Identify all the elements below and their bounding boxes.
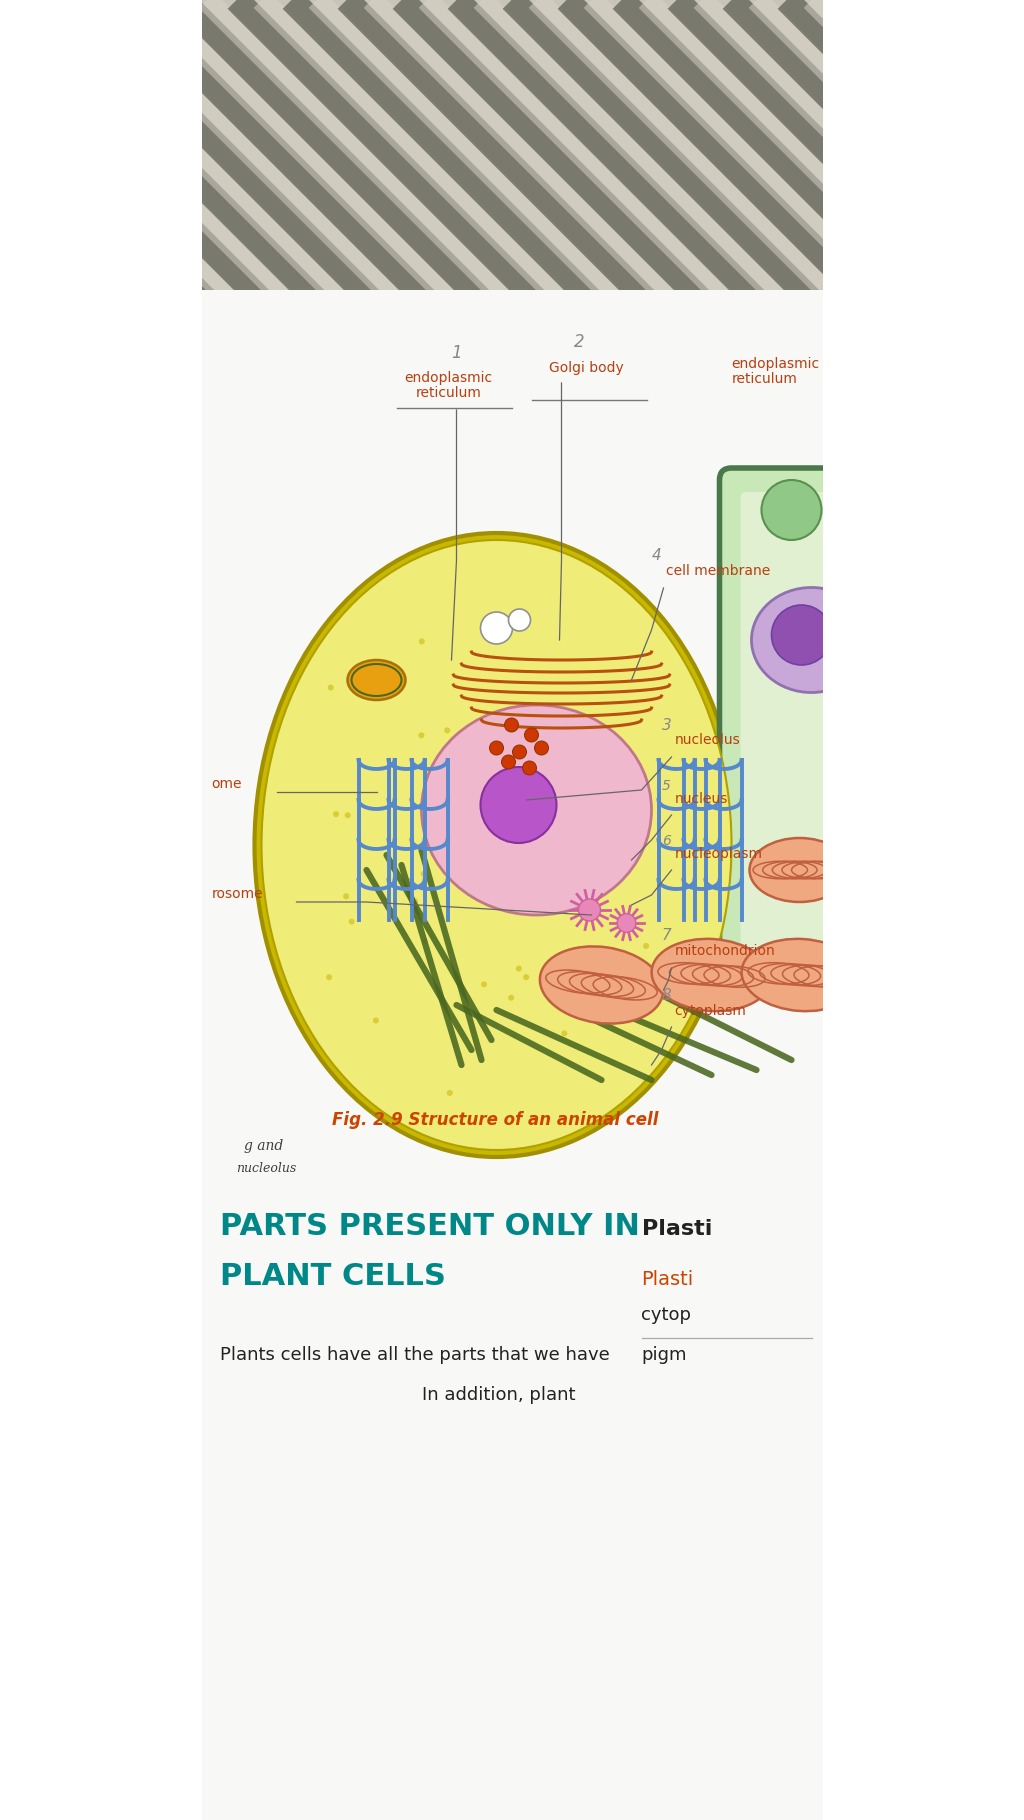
- Circle shape: [328, 684, 334, 690]
- Text: 8: 8: [662, 988, 672, 1003]
- Bar: [202, 0, 822, 309]
- Circle shape: [483, 855, 489, 861]
- Circle shape: [419, 639, 425, 644]
- Circle shape: [348, 919, 354, 925]
- Text: Plasti: Plasti: [641, 1270, 693, 1289]
- Circle shape: [343, 894, 349, 899]
- Circle shape: [535, 741, 549, 755]
- Text: g and: g and: [244, 1139, 283, 1154]
- Circle shape: [333, 812, 339, 817]
- Circle shape: [609, 821, 614, 826]
- Text: Plants cells have all the parts that we have: Plants cells have all the parts that we …: [219, 1347, 609, 1363]
- Circle shape: [522, 761, 537, 775]
- Circle shape: [440, 808, 445, 814]
- Circle shape: [499, 839, 505, 844]
- Circle shape: [450, 755, 456, 761]
- Text: PARTS PRESENT ONLY IN: PARTS PRESENT ONLY IN: [219, 1212, 639, 1241]
- Text: endoplasmic: endoplasmic: [731, 357, 819, 371]
- Text: 1: 1: [452, 344, 462, 362]
- Text: 4: 4: [651, 548, 662, 562]
- Text: cytop: cytop: [641, 1307, 691, 1323]
- Circle shape: [502, 755, 508, 761]
- Circle shape: [489, 741, 504, 755]
- Circle shape: [523, 974, 529, 981]
- FancyBboxPatch shape: [740, 491, 928, 954]
- Ellipse shape: [752, 588, 871, 692]
- Text: nucleoplasm: nucleoplasm: [675, 846, 763, 861]
- Ellipse shape: [261, 541, 731, 1150]
- Circle shape: [509, 610, 530, 632]
- Circle shape: [421, 872, 427, 877]
- Text: nucleolus: nucleolus: [237, 1161, 297, 1176]
- Circle shape: [771, 604, 831, 664]
- Text: endoplasmic: endoplasmic: [404, 371, 493, 386]
- Text: In addition, plant: In addition, plant: [422, 1387, 575, 1403]
- Ellipse shape: [422, 704, 651, 915]
- Ellipse shape: [347, 661, 406, 701]
- Circle shape: [412, 897, 418, 905]
- Text: cell membrane: cell membrane: [667, 564, 771, 579]
- Circle shape: [446, 1090, 453, 1096]
- FancyBboxPatch shape: [720, 468, 943, 972]
- Ellipse shape: [750, 837, 850, 903]
- Text: reticulum: reticulum: [731, 371, 798, 386]
- Ellipse shape: [540, 946, 664, 1023]
- Circle shape: [622, 952, 628, 957]
- Circle shape: [512, 744, 526, 759]
- Text: reticulum: reticulum: [416, 386, 481, 400]
- Circle shape: [494, 843, 500, 848]
- Ellipse shape: [651, 939, 771, 1012]
- Text: Golgi body: Golgi body: [549, 360, 624, 375]
- Circle shape: [579, 899, 600, 921]
- Text: 3: 3: [662, 719, 672, 733]
- Circle shape: [617, 914, 636, 932]
- Text: cytoplasm: cytoplasm: [675, 1005, 746, 1017]
- Text: nucleus: nucleus: [675, 792, 728, 806]
- Text: 6: 6: [663, 834, 671, 848]
- Text: Fig. 2.9 Structure of an animal cell: Fig. 2.9 Structure of an animal cell: [332, 1110, 658, 1128]
- Circle shape: [422, 939, 428, 945]
- Text: 5: 5: [663, 779, 671, 794]
- Circle shape: [345, 812, 351, 819]
- Ellipse shape: [255, 533, 738, 1158]
- Bar: [202, 289, 822, 1820]
- Text: nucleolus: nucleolus: [675, 733, 740, 746]
- Text: 2: 2: [574, 333, 585, 351]
- Circle shape: [762, 480, 821, 541]
- Text: mitochondrion: mitochondrion: [675, 945, 775, 957]
- Text: pigm: pigm: [641, 1347, 687, 1363]
- Circle shape: [326, 974, 332, 981]
- Circle shape: [480, 612, 512, 644]
- Circle shape: [524, 728, 539, 743]
- Circle shape: [508, 996, 514, 1001]
- Circle shape: [480, 766, 556, 843]
- Text: Plasti: Plasti: [641, 1219, 712, 1239]
- Circle shape: [419, 732, 424, 739]
- Text: PLANT CELLS: PLANT CELLS: [219, 1261, 445, 1290]
- Circle shape: [478, 843, 484, 848]
- Ellipse shape: [741, 939, 861, 1012]
- Circle shape: [518, 823, 523, 828]
- Circle shape: [444, 728, 451, 733]
- Circle shape: [643, 943, 649, 948]
- Circle shape: [561, 1030, 567, 1036]
- Text: ome: ome: [212, 777, 242, 792]
- Circle shape: [516, 966, 522, 972]
- Text: 7: 7: [662, 928, 672, 943]
- Circle shape: [481, 981, 487, 986]
- Circle shape: [502, 755, 515, 770]
- Text: rosome: rosome: [212, 886, 263, 901]
- Circle shape: [505, 719, 518, 732]
- Circle shape: [373, 1017, 379, 1023]
